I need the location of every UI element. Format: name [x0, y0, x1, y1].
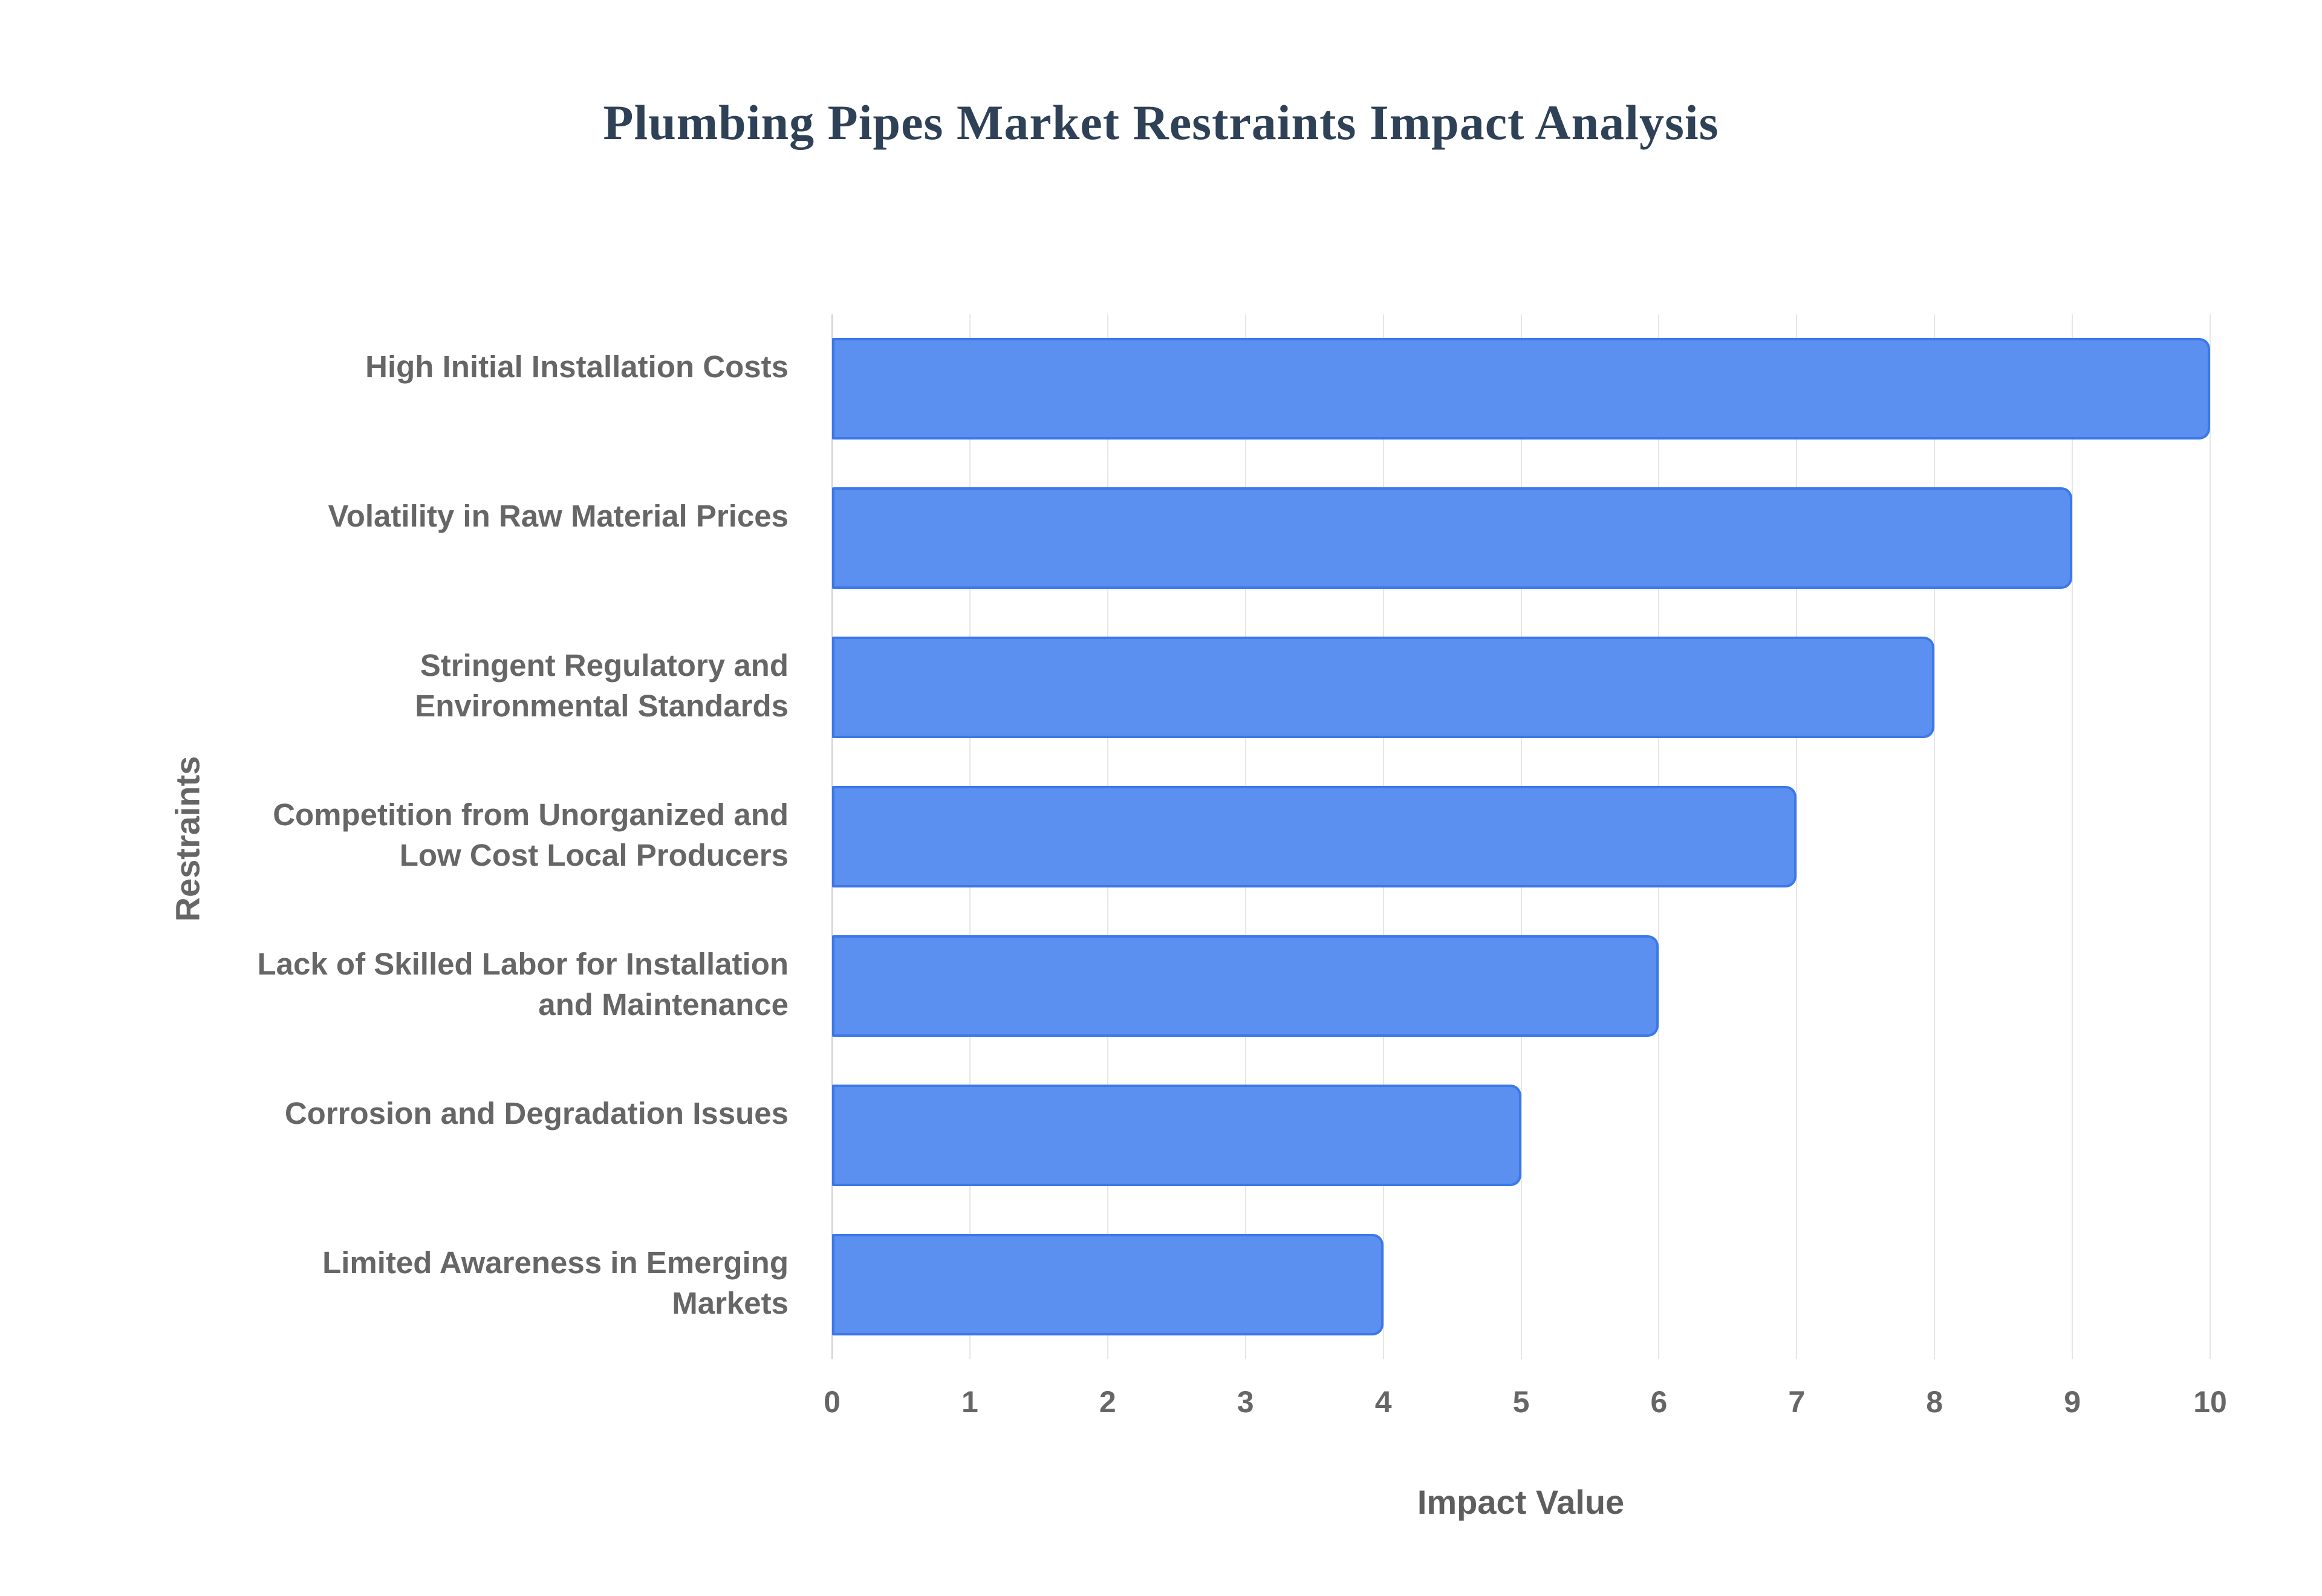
bar-3 — [832, 637, 1935, 739]
bar-2 — [832, 487, 2073, 589]
bar-7 — [832, 1233, 1384, 1335]
x-tick-label: 8 — [1926, 1385, 1943, 1419]
x-tick-label: 6 — [1650, 1385, 1668, 1419]
x-tick-label: 4 — [1374, 1385, 1392, 1419]
x-tick-label: 0 — [824, 1385, 841, 1419]
x-tick-label: 2 — [1099, 1385, 1116, 1419]
gridline — [2072, 314, 2073, 1359]
category-label: Stringent Regulatory and Environmental S… — [415, 648, 789, 724]
category-label: Lack of Skilled Labor for Installation a… — [257, 946, 789, 1022]
chart-title: Plumbing Pipes Market Restraints Impact … — [603, 95, 1719, 150]
x-tick-label: 9 — [2064, 1385, 2081, 1419]
category-label: Volatility in Raw Material Prices — [328, 499, 789, 534]
gridline — [1796, 314, 1798, 1359]
gridline — [2210, 314, 2211, 1359]
bar-1 — [832, 338, 2210, 440]
category-label: Competition from Unorganized and Low Cos… — [273, 797, 789, 873]
category-label: Limited Awareness in Emerging Markets — [322, 1245, 789, 1320]
y-axis-title: Restraints — [168, 756, 207, 922]
gridline — [1934, 314, 1936, 1359]
x-tick-label: 10 — [2193, 1385, 2227, 1419]
x-axis-title: Impact Value — [1417, 1483, 1625, 1521]
bar-6 — [832, 1084, 1521, 1186]
x-tick-label: 5 — [1512, 1385, 1530, 1419]
x-tick-label: 3 — [1237, 1385, 1254, 1419]
category-label: Corrosion and Degradation Issues — [284, 1095, 789, 1130]
x-tick-label: 7 — [1788, 1385, 1806, 1419]
category-label: High Initial Installation Costs — [365, 349, 789, 384]
x-tick-label: 1 — [961, 1385, 978, 1419]
bar-5 — [832, 935, 1659, 1037]
plot-area — [831, 314, 2211, 1359]
bar-4 — [832, 786, 1797, 887]
